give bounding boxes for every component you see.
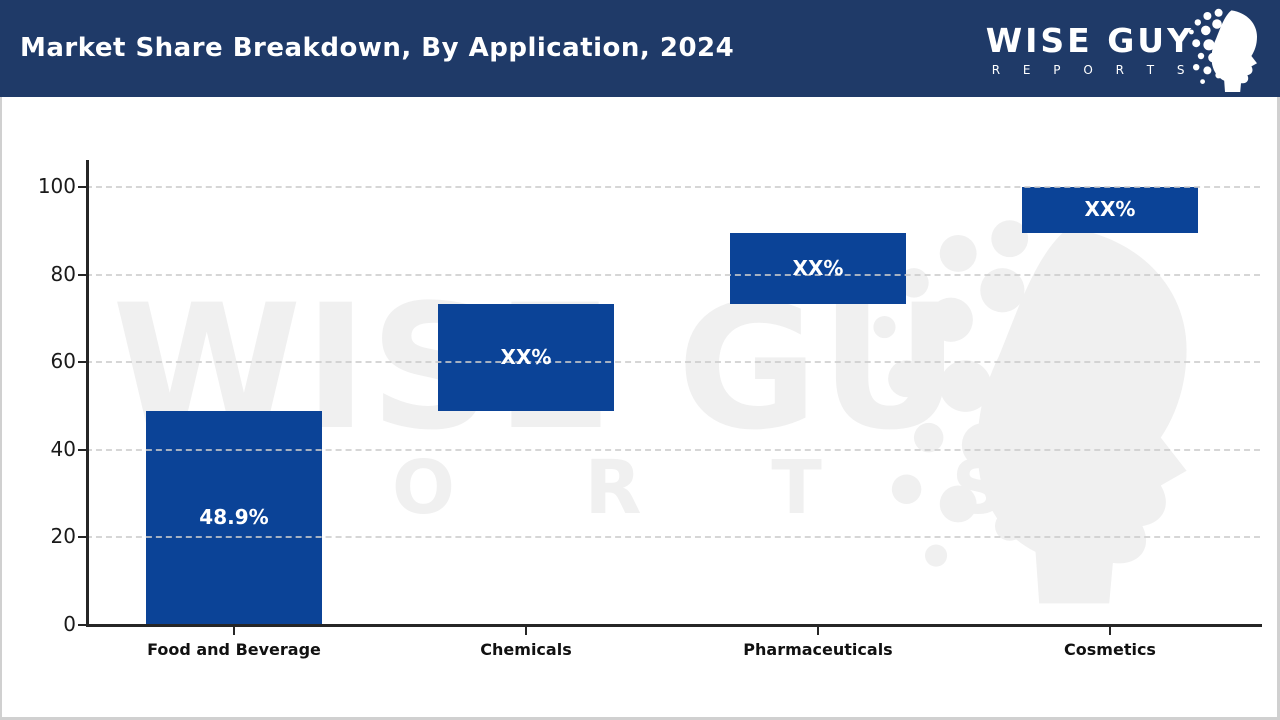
bar-chemicals bbox=[438, 304, 614, 411]
y-tick-100 bbox=[78, 186, 86, 188]
x-tick-label-food-and-beverage: Food and Beverage bbox=[147, 640, 321, 659]
bar-value-label-cosmetics: XX% bbox=[1084, 196, 1136, 221]
gridline-80 bbox=[86, 273, 1260, 276]
y-tick-40 bbox=[78, 448, 86, 451]
watermark-head-icon bbox=[873, 220, 1187, 604]
x-tick-cosmetics bbox=[1109, 627, 1111, 635]
x-tick-food-and-beverage bbox=[233, 627, 235, 635]
y-tick-label-0: 0 bbox=[63, 612, 76, 636]
y-tick-60 bbox=[78, 361, 86, 364]
bar-cosmetics bbox=[1022, 187, 1198, 233]
gridline-60 bbox=[86, 361, 1260, 364]
gridline-100 bbox=[86, 186, 1260, 188]
y-tick-label-20: 20 bbox=[50, 524, 76, 549]
y-tick-20 bbox=[78, 536, 86, 539]
watermark-reports-text: P O R T S bbox=[208, 445, 1057, 531]
bar-food-and-beverage bbox=[146, 410, 322, 625]
logo-reports-label: R E P O R T S bbox=[991, 63, 1194, 77]
bar-value-label-pharmaceuticals: XX% bbox=[792, 255, 844, 280]
y-tick-label-100: 100 bbox=[37, 174, 76, 198]
gridline-40 bbox=[86, 448, 1260, 451]
y-tick-80 bbox=[78, 273, 86, 276]
page-border-bottom bbox=[0, 717, 1280, 720]
header-bar: Market Share Breakdown, By Application, … bbox=[0, 0, 1280, 97]
gridline-20 bbox=[86, 536, 1260, 539]
y-axis-line bbox=[86, 160, 89, 627]
bar-value-label-chemicals: XX% bbox=[500, 344, 552, 369]
logo-head-icon bbox=[1189, 8, 1257, 92]
x-tick-pharmaceuticals bbox=[817, 627, 819, 635]
y-tick-label-40: 40 bbox=[50, 436, 76, 461]
page-border-left bbox=[0, 97, 2, 720]
page-border-right bbox=[1277, 97, 1280, 720]
logo-wiseguy-label: WISE GUY bbox=[985, 21, 1194, 60]
bar-pharmaceuticals bbox=[730, 232, 906, 305]
y-tick-label-80: 80 bbox=[50, 261, 76, 286]
bar-value-label-food-and-beverage: 48.9% bbox=[199, 504, 269, 529]
x-tick-label-cosmetics: Cosmetics bbox=[1064, 640, 1156, 659]
x-tick-label-chemicals: Chemicals bbox=[480, 640, 572, 659]
y-tick-0 bbox=[78, 624, 86, 626]
x-tick-chemicals bbox=[525, 627, 527, 635]
logo-text: WISE GUY R E P O R T S bbox=[986, 22, 1194, 78]
x-tick-label-pharmaceuticals: Pharmaceuticals bbox=[743, 640, 893, 659]
page-title: Market Share Breakdown, By Application, … bbox=[20, 33, 735, 63]
wise-guy-reports-logo: WISE GUY R E P O R T S bbox=[986, 8, 1266, 92]
x-axis-line bbox=[86, 624, 1262, 627]
y-tick-label-60: 60 bbox=[50, 349, 76, 374]
chart-plot-area: 0 20 40 60 80 100 48.9% Food and Beverage XX% Che… bbox=[0, 97, 1280, 720]
